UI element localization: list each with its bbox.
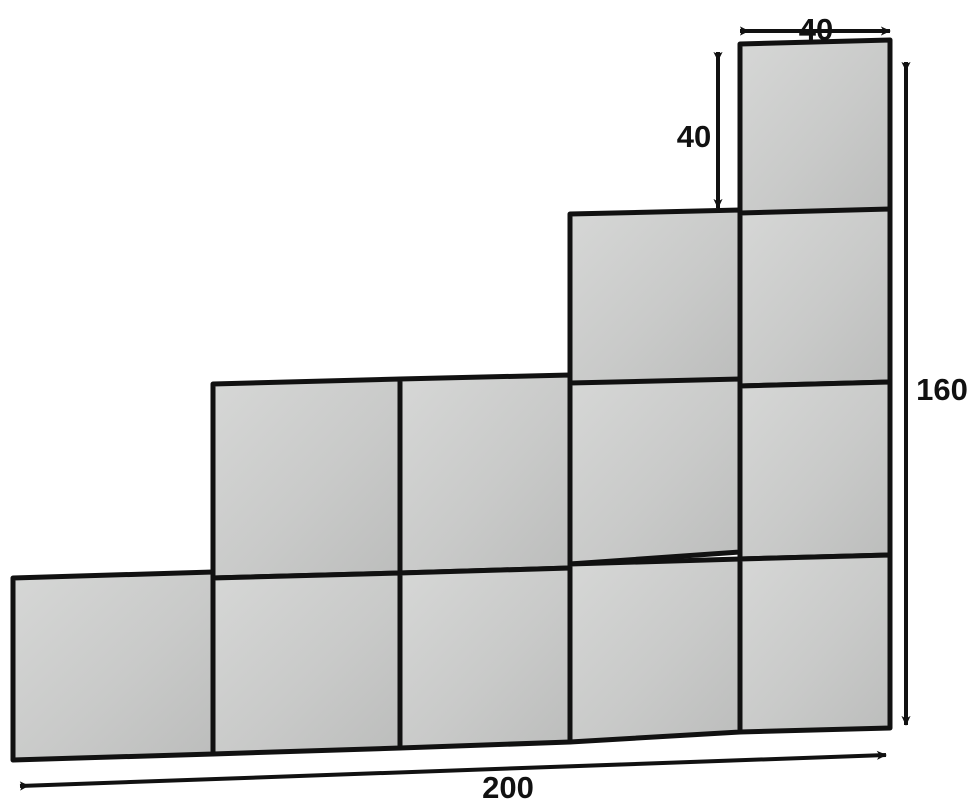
total-width-label: 200 [482,770,534,805]
dimension-total-height: 160 [901,62,968,726]
panel-c4-r1 [567,207,743,390]
dimension-panel-height: 40 [677,52,723,209]
panel-c4-r3 [567,556,743,745]
panel-c5-r1 [737,206,893,389]
panel-c5-r3 [737,552,893,735]
total-width-dimension-line [19,750,887,791]
panel-c1-r3 [10,569,216,763]
panel-c2-r3 [210,570,403,757]
dimension-panel-width: 40 [740,12,891,47]
panel-group [10,37,893,763]
dimension-total-width: 200 [19,750,887,805]
panel-width-label: 40 [799,12,833,47]
panel-height-label: 40 [677,119,711,154]
panel-c5-r0 [737,37,893,220]
panel-c5-r2 [737,379,893,562]
panel-c3-r3 [397,565,573,751]
panel-c4-r2 [567,376,743,567]
panel-c3-r2 [397,372,573,576]
panel-c2-r2 [210,376,403,581]
total-height-label: 160 [916,372,968,407]
